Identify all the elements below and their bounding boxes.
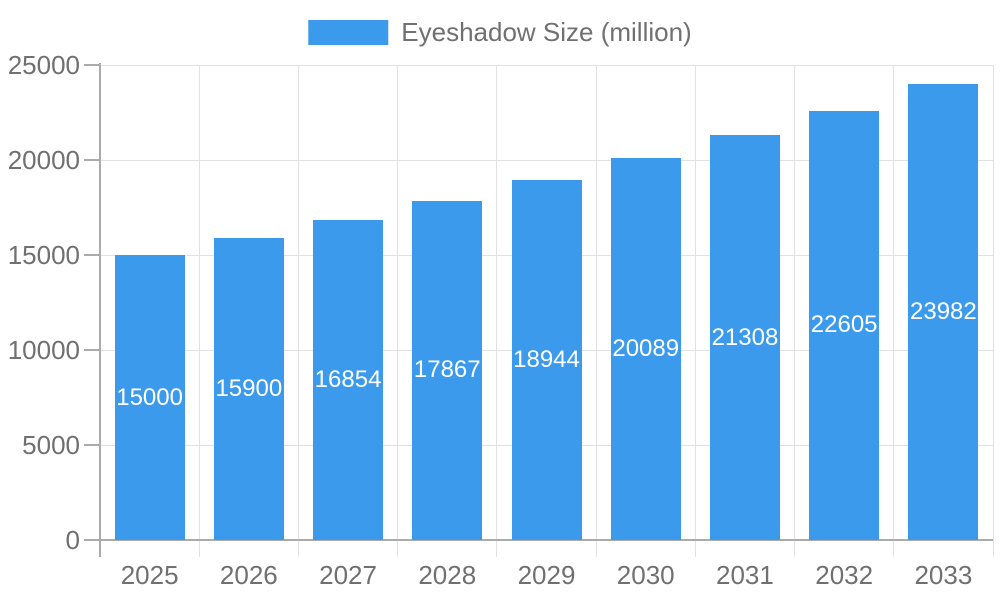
y-axis-line: [99, 63, 101, 557]
bar: 15900: [213, 237, 284, 540]
bar: 15000: [114, 255, 185, 540]
y-tick-label: 0: [65, 525, 80, 555]
x-tick-label: 2031: [716, 560, 774, 590]
bar-value-label: 18944: [513, 346, 580, 374]
y-tick-label: 20000: [7, 145, 80, 175]
bar: 23982: [908, 84, 979, 540]
gridline-x: [595, 65, 597, 557]
bar: 21308: [709, 135, 780, 540]
y-axis-tick: [84, 254, 100, 256]
gridline-x: [397, 65, 399, 557]
gridline-x: [198, 65, 200, 557]
gridline-x: [694, 65, 696, 557]
bar-value-label: 22605: [810, 311, 878, 339]
bar: 22605: [809, 110, 880, 540]
bar-value-label: 15900: [215, 374, 283, 402]
gridline-x: [992, 65, 994, 557]
legend-item[interactable]: Eyeshadow Size (million): [308, 17, 692, 48]
gridline-x: [496, 65, 498, 557]
bar-value-label: 21308: [711, 323, 779, 351]
x-axis-line: [84, 539, 993, 541]
x-tick-label: 2030: [616, 560, 675, 590]
y-axis-tick: [84, 64, 100, 66]
gridline-x: [297, 65, 299, 557]
x-tick-label: 2033: [914, 560, 973, 590]
legend-swatch: [308, 20, 389, 45]
y-axis-tick: [84, 159, 100, 161]
y-tick-label: 10000: [7, 335, 80, 365]
gridline-y: [100, 159, 993, 161]
bar: 18944: [511, 180, 582, 540]
bar-value-label: 23982: [910, 298, 977, 326]
bar: 20089: [610, 158, 681, 540]
bar: 16854: [313, 219, 384, 540]
gridline-x: [893, 65, 895, 557]
plot-area: 0 5000 10000 15000 20000 25000 15000 15900 16854…: [8, 50, 994, 590]
gridline-y: [100, 64, 993, 66]
y-tick-label: 15000: [7, 240, 80, 270]
y-tick-label: 5000: [22, 430, 80, 460]
x-tick-label: 2032: [815, 560, 874, 590]
bar-value-label: 15000: [116, 383, 183, 411]
y-axis-tick: [84, 349, 100, 351]
x-tick-label: 2027: [319, 560, 377, 590]
y-tick-label: 25000: [7, 50, 80, 80]
bar: 17867: [412, 200, 483, 540]
x-tick-label: 2026: [219, 560, 278, 590]
bar-value-label: 20089: [612, 335, 680, 363]
x-tick-label: 2029: [517, 560, 576, 590]
legend-label: Eyeshadow Size (million): [401, 17, 692, 47]
y-axis-tick: [84, 444, 100, 446]
bar-value-label: 17867: [413, 356, 481, 384]
bar-value-label: 16854: [314, 365, 382, 393]
x-tick-label: 2028: [418, 560, 477, 590]
gridline-x: [794, 65, 796, 557]
x-tick-label: 2025: [120, 560, 179, 590]
